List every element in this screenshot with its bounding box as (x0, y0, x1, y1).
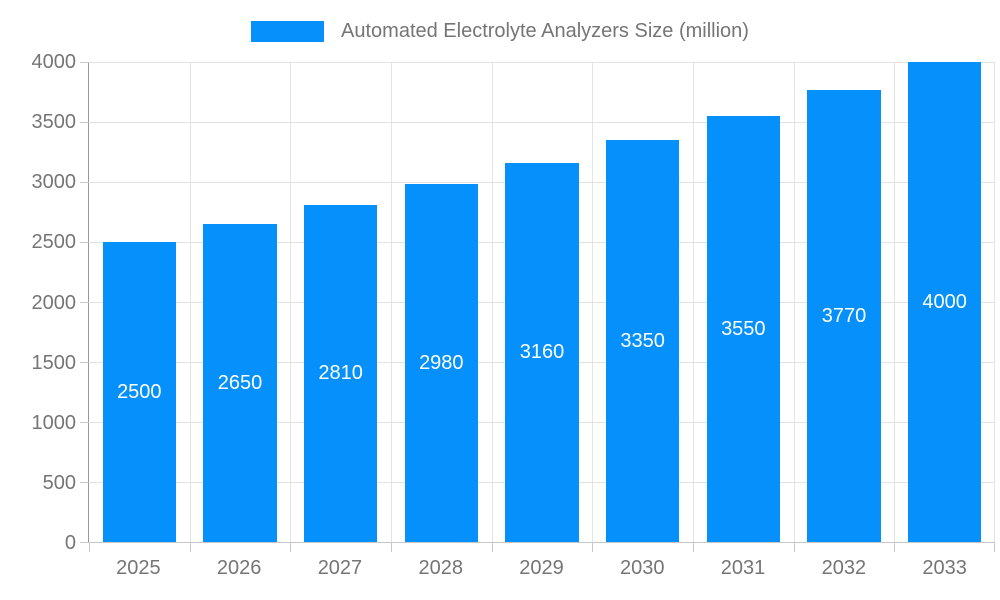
x-axis-tick (692, 543, 694, 552)
x-axis-tick-label: 2026 (216, 557, 262, 579)
bar[interactable]: 3350 (605, 140, 680, 542)
bar-value-label: 3160 (519, 341, 565, 364)
x-axis-tick (290, 543, 292, 552)
x-axis-tick (89, 543, 90, 552)
x-axis-labels: 2025 2026 2027 2028 2029 2030 2031 2032 2033 (88, 558, 995, 588)
bar[interactable]: 3550 (706, 116, 781, 542)
y-axis-tick-label: 3000 (31, 171, 77, 194)
bar-value-label: 4000 (922, 291, 967, 313)
legend[interactable]: Automated Electrolyte Analyzers Size (mi… (0, 20, 1000, 43)
x-axis-tick-label: 2027 (317, 557, 363, 579)
x-axis-tick (491, 543, 493, 552)
bar[interactable]: 2810 (303, 204, 378, 542)
bar[interactable]: 2500 (102, 242, 177, 542)
y-axis-tick-label: 2000 (31, 291, 77, 314)
y-axis-tick-label: 1500 (31, 351, 77, 374)
y-axis-tick (80, 542, 89, 543)
plot-area: 2500 2650 2810 2980 3160 3350 3550 3770 4000 (80, 62, 995, 552)
bar-value-label: 2980 (419, 352, 464, 375)
gridline-vertical (793, 62, 795, 542)
y-axis-tick (80, 182, 89, 183)
x-axis-tick-label: 2025 (116, 557, 161, 579)
y-axis-tick (80, 362, 89, 363)
bar-value-label: 3350 (620, 330, 665, 352)
bar-value-label: 2810 (318, 362, 363, 385)
x-axis-tick (390, 543, 392, 552)
legend-swatch (251, 21, 325, 42)
gridline-vertical (692, 62, 694, 542)
y-axis-tick-label: 3500 (31, 111, 77, 134)
legend-label: Automated Electrolyte Analyzers Size (mi… (341, 20, 749, 42)
y-axis-tick (80, 482, 89, 483)
gridline-vertical (390, 62, 392, 542)
gridline-horizontal (89, 62, 995, 63)
bar-value-label: 2500 (117, 381, 162, 403)
x-axis-tick-label: 2029 (519, 557, 564, 579)
x-axis-tick (894, 543, 896, 552)
bar[interactable]: 2980 (404, 184, 479, 542)
y-axis-tick (80, 122, 89, 123)
y-axis-tick-label: 500 (42, 471, 76, 494)
bar[interactable]: 2650 (203, 224, 277, 542)
y-axis-tick-label: 1000 (31, 411, 77, 434)
y-axis-tick-label: 4000 (31, 51, 77, 73)
x-axis-tick (793, 543, 795, 552)
x-axis-tick-label: 2032 (821, 557, 867, 579)
bar[interactable]: 4000 (907, 62, 982, 542)
x-axis-tick-label: 2031 (720, 557, 766, 579)
x-axis-tick-label: 2033 (922, 557, 967, 579)
y-axis-tick (80, 242, 89, 243)
gridline-vertical (290, 62, 292, 542)
gridline-horizontal (89, 122, 995, 123)
y-axis-tick (80, 422, 89, 423)
gridline-vertical (994, 62, 995, 542)
x-axis-tick (994, 543, 995, 552)
bar-value-label: 3550 (721, 318, 766, 340)
bar-value-label: 2650 (217, 372, 263, 394)
gridline-vertical (189, 62, 191, 542)
y-axis-tick-label: 0 (64, 532, 76, 554)
x-axis-tick-label: 2028 (418, 557, 463, 579)
y-axis-tick (80, 302, 89, 303)
gridline-vertical (894, 62, 896, 542)
y-axis-labels: 0 500 1000 1500 2000 2500 3000 3500 4000 (0, 52, 77, 553)
x-axis-tick (592, 543, 594, 552)
gridline-vertical (592, 62, 594, 542)
x-axis-tick-label: 2030 (620, 557, 665, 579)
y-axis-tick-label: 2500 (31, 231, 77, 254)
x-axis-tick (189, 543, 191, 552)
bar[interactable]: 3770 (807, 89, 881, 542)
bar-value-label: 3770 (821, 304, 867, 327)
bar[interactable]: 3160 (505, 162, 579, 542)
y-axis-tick (80, 62, 89, 63)
gridline-vertical (491, 62, 493, 542)
